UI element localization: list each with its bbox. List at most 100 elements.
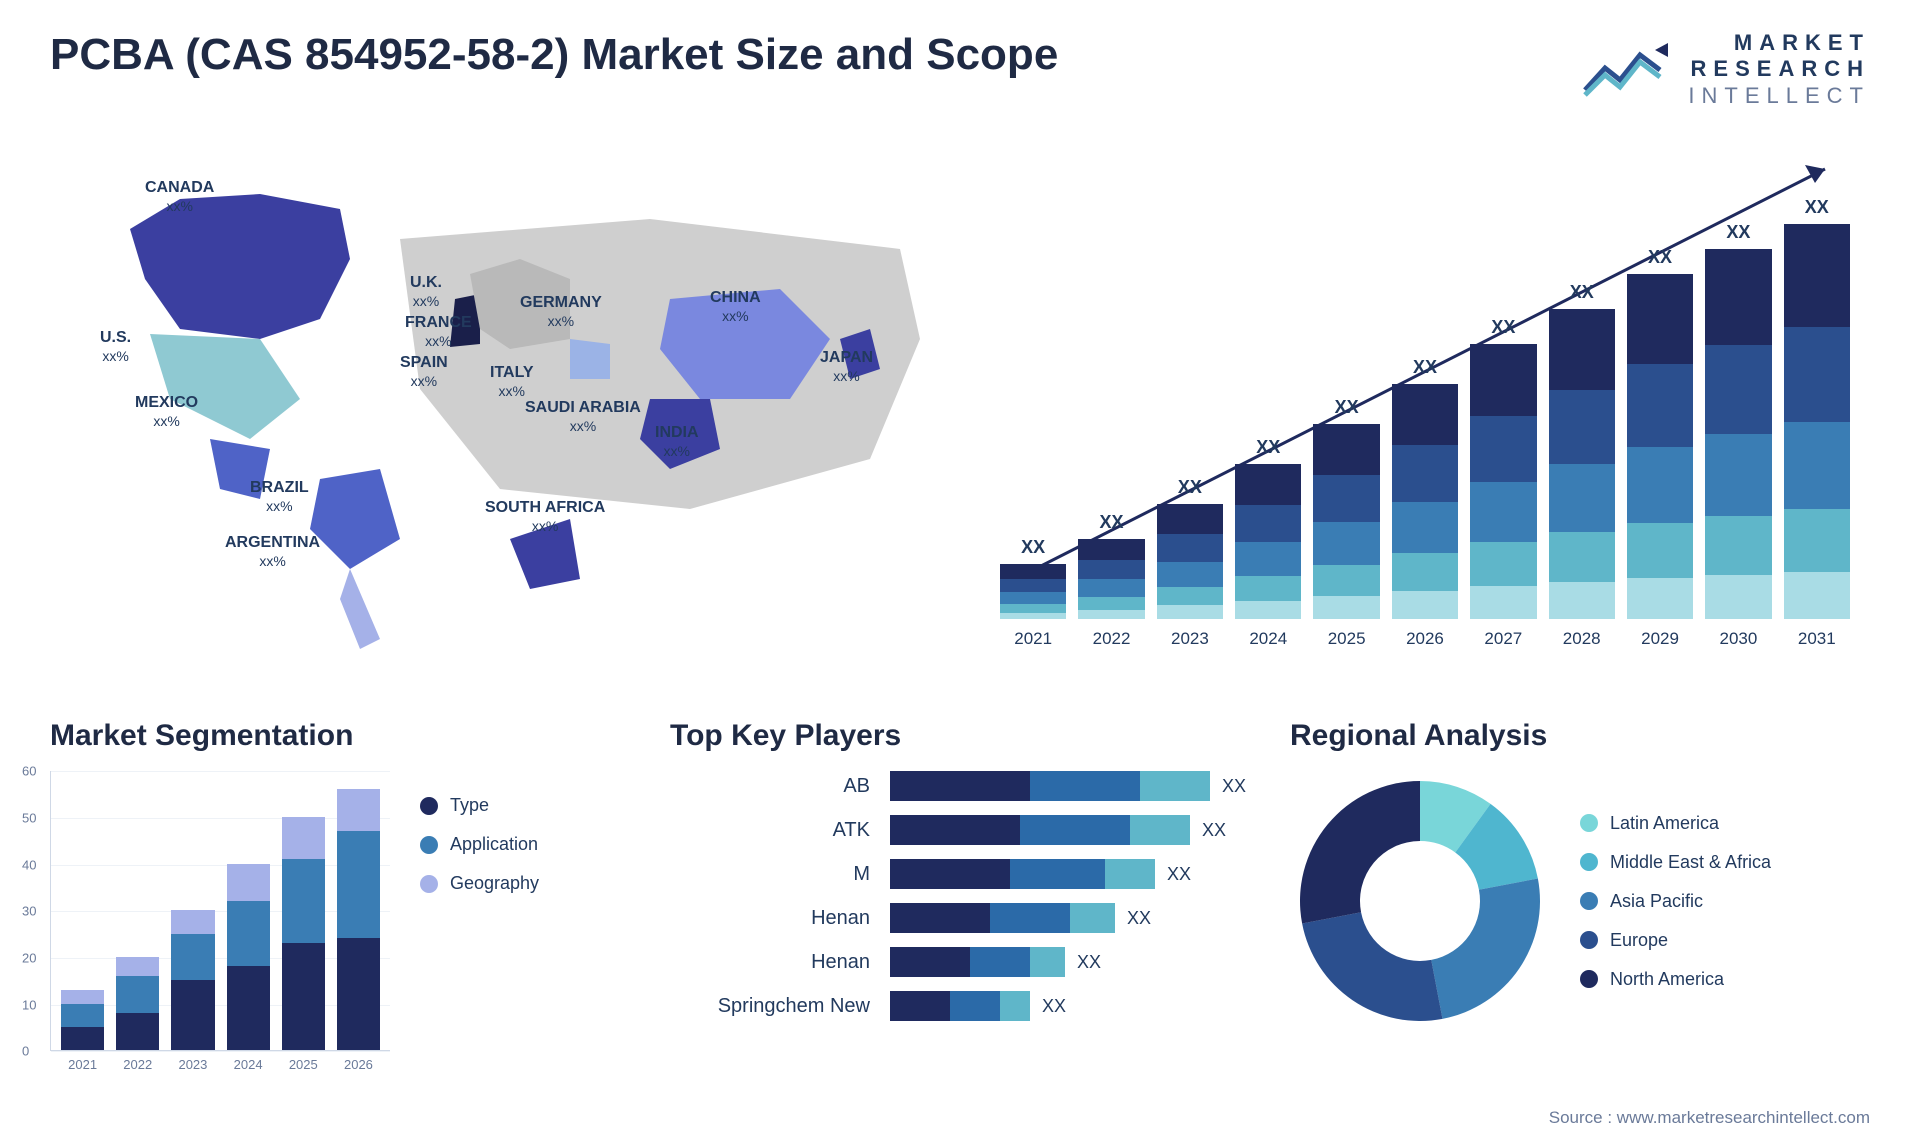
- growth-segment: [1392, 591, 1458, 619]
- growth-segment: [1078, 539, 1144, 560]
- growth-segment: [1078, 610, 1144, 620]
- map-label-spain: SPAINxx%: [400, 354, 448, 391]
- seg-segment: [171, 934, 214, 981]
- growth-segment: [1549, 309, 1615, 390]
- growth-segment: [1627, 364, 1693, 447]
- growth-segment: [1313, 475, 1379, 522]
- growth-bar-2028: XX2028: [1549, 282, 1615, 619]
- kp-value: XX: [1222, 776, 1246, 797]
- segmentation-title: Market Segmentation: [50, 719, 630, 753]
- growth-segment: [1392, 445, 1458, 501]
- growth-segment: [1470, 586, 1536, 619]
- kp-segment: [1105, 859, 1155, 889]
- growth-year-label: 2025: [1313, 629, 1379, 649]
- growth-segment: [1705, 575, 1771, 619]
- logo-line2: RESEARCH: [1688, 56, 1870, 82]
- seg-legend-item: Application: [420, 834, 539, 855]
- regional-panel: Regional Analysis Latin AmericaMiddle Ea…: [1290, 719, 1870, 1051]
- map-label-south-africa: SOUTH AFRICAxx%: [485, 499, 605, 536]
- growth-year-label: 2023: [1157, 629, 1223, 649]
- kp-value: XX: [1202, 820, 1226, 841]
- growth-bar-2023: XX2023: [1157, 477, 1223, 619]
- growth-segment: [1078, 597, 1144, 610]
- seg-segment: [227, 901, 270, 966]
- donut-segment: [1300, 781, 1420, 923]
- kp-label: ATK: [670, 815, 870, 845]
- growth-segment: [1235, 505, 1301, 542]
- growth-segment: [1627, 447, 1693, 523]
- seg-segment: [116, 1013, 159, 1050]
- logo: MARKET RESEARCH INTELLECT: [1580, 30, 1870, 109]
- legend-dot: [1580, 814, 1598, 832]
- seg-ytick: 40: [22, 857, 36, 872]
- kp-value: XX: [1042, 996, 1066, 1017]
- map-shape: [340, 569, 380, 649]
- donut-segment: [1431, 879, 1540, 1019]
- logo-line3: INTELLECT: [1688, 83, 1870, 109]
- growth-year-label: 2026: [1392, 629, 1458, 649]
- seg-ytick: 30: [22, 904, 36, 919]
- kp-segment: [950, 991, 1000, 1021]
- region-legend-item: Asia Pacific: [1580, 891, 1771, 912]
- kp-segment: [990, 903, 1070, 933]
- growth-year-label: 2021: [1000, 629, 1066, 649]
- growth-value-label: XX: [1413, 357, 1437, 378]
- kp-segment: [1130, 815, 1190, 845]
- kp-segment: [890, 947, 970, 977]
- legend-label: Geography: [450, 873, 539, 894]
- growth-year-label: 2031: [1784, 629, 1850, 649]
- segmentation-chart: 202120222023202420252026: [50, 771, 390, 1051]
- seg-segment: [116, 957, 159, 976]
- seg-ytick: 10: [22, 997, 36, 1012]
- seg-xlabel: 2024: [227, 1057, 270, 1072]
- seg-segment: [337, 789, 380, 831]
- kp-label: M: [670, 859, 870, 889]
- growth-segment: [1235, 576, 1301, 601]
- growth-bar-2022: XX2022: [1078, 512, 1144, 619]
- growth-bar-2029: XX2029: [1627, 247, 1693, 619]
- growth-segment: [1470, 344, 1536, 416]
- kp-segment: [1030, 947, 1065, 977]
- growth-value-label: XX: [1178, 477, 1202, 498]
- growth-segment: [1313, 565, 1379, 596]
- growth-segment: [1784, 327, 1850, 422]
- kp-row: XX: [890, 771, 1250, 801]
- kp-row: XX: [890, 859, 1250, 889]
- growth-bar-2031: XX2031: [1784, 197, 1850, 619]
- kp-segment: [1000, 991, 1030, 1021]
- map-label-china: CHINAxx%: [710, 289, 761, 326]
- kp-label: Henan: [670, 903, 870, 933]
- region-legend-item: North America: [1580, 969, 1771, 990]
- growth-segment: [1313, 596, 1379, 619]
- seg-segment: [171, 910, 214, 933]
- growth-segment: [1313, 522, 1379, 565]
- growth-segment: [1078, 560, 1144, 579]
- seg-bar-2021: 2021: [61, 990, 104, 1051]
- growth-segment: [1157, 605, 1223, 619]
- map-label-canada: CANADAxx%: [145, 179, 214, 216]
- growth-segment: [1470, 416, 1536, 482]
- growth-year-label: 2024: [1235, 629, 1301, 649]
- regional-legend: Latin AmericaMiddle East & AfricaAsia Pa…: [1580, 813, 1771, 990]
- seg-legend-item: Geography: [420, 873, 539, 894]
- legend-label: Application: [450, 834, 538, 855]
- kp-segment: [970, 947, 1030, 977]
- kp-segment: [890, 859, 1010, 889]
- kp-segment: [890, 771, 1030, 801]
- kp-label: Henan: [670, 947, 870, 977]
- kp-segment: [1010, 859, 1105, 889]
- growth-segment: [1784, 509, 1850, 572]
- map-label-japan: JAPANxx%: [820, 349, 873, 386]
- seg-segment: [171, 980, 214, 1050]
- segmentation-panel: Market Segmentation 0102030405060 202120…: [50, 719, 630, 1051]
- kp-label: AB: [670, 771, 870, 801]
- seg-segment: [337, 938, 380, 1050]
- growth-chart-panel: XX 2021 XX2022XX2023XX2024 XX 2025 XX 2026 XX20…: [1000, 139, 1870, 659]
- region-legend-item: Middle East & Africa: [1580, 852, 1771, 873]
- growth-value-label: XX: [1100, 512, 1124, 533]
- growth-segment: [1157, 534, 1223, 562]
- growth-bar-2024: XX2024: [1235, 437, 1301, 619]
- growth-segment: [1392, 384, 1458, 445]
- map-label-brazil: BRAZILxx%: [250, 479, 309, 516]
- seg-ytick: 60: [22, 764, 36, 779]
